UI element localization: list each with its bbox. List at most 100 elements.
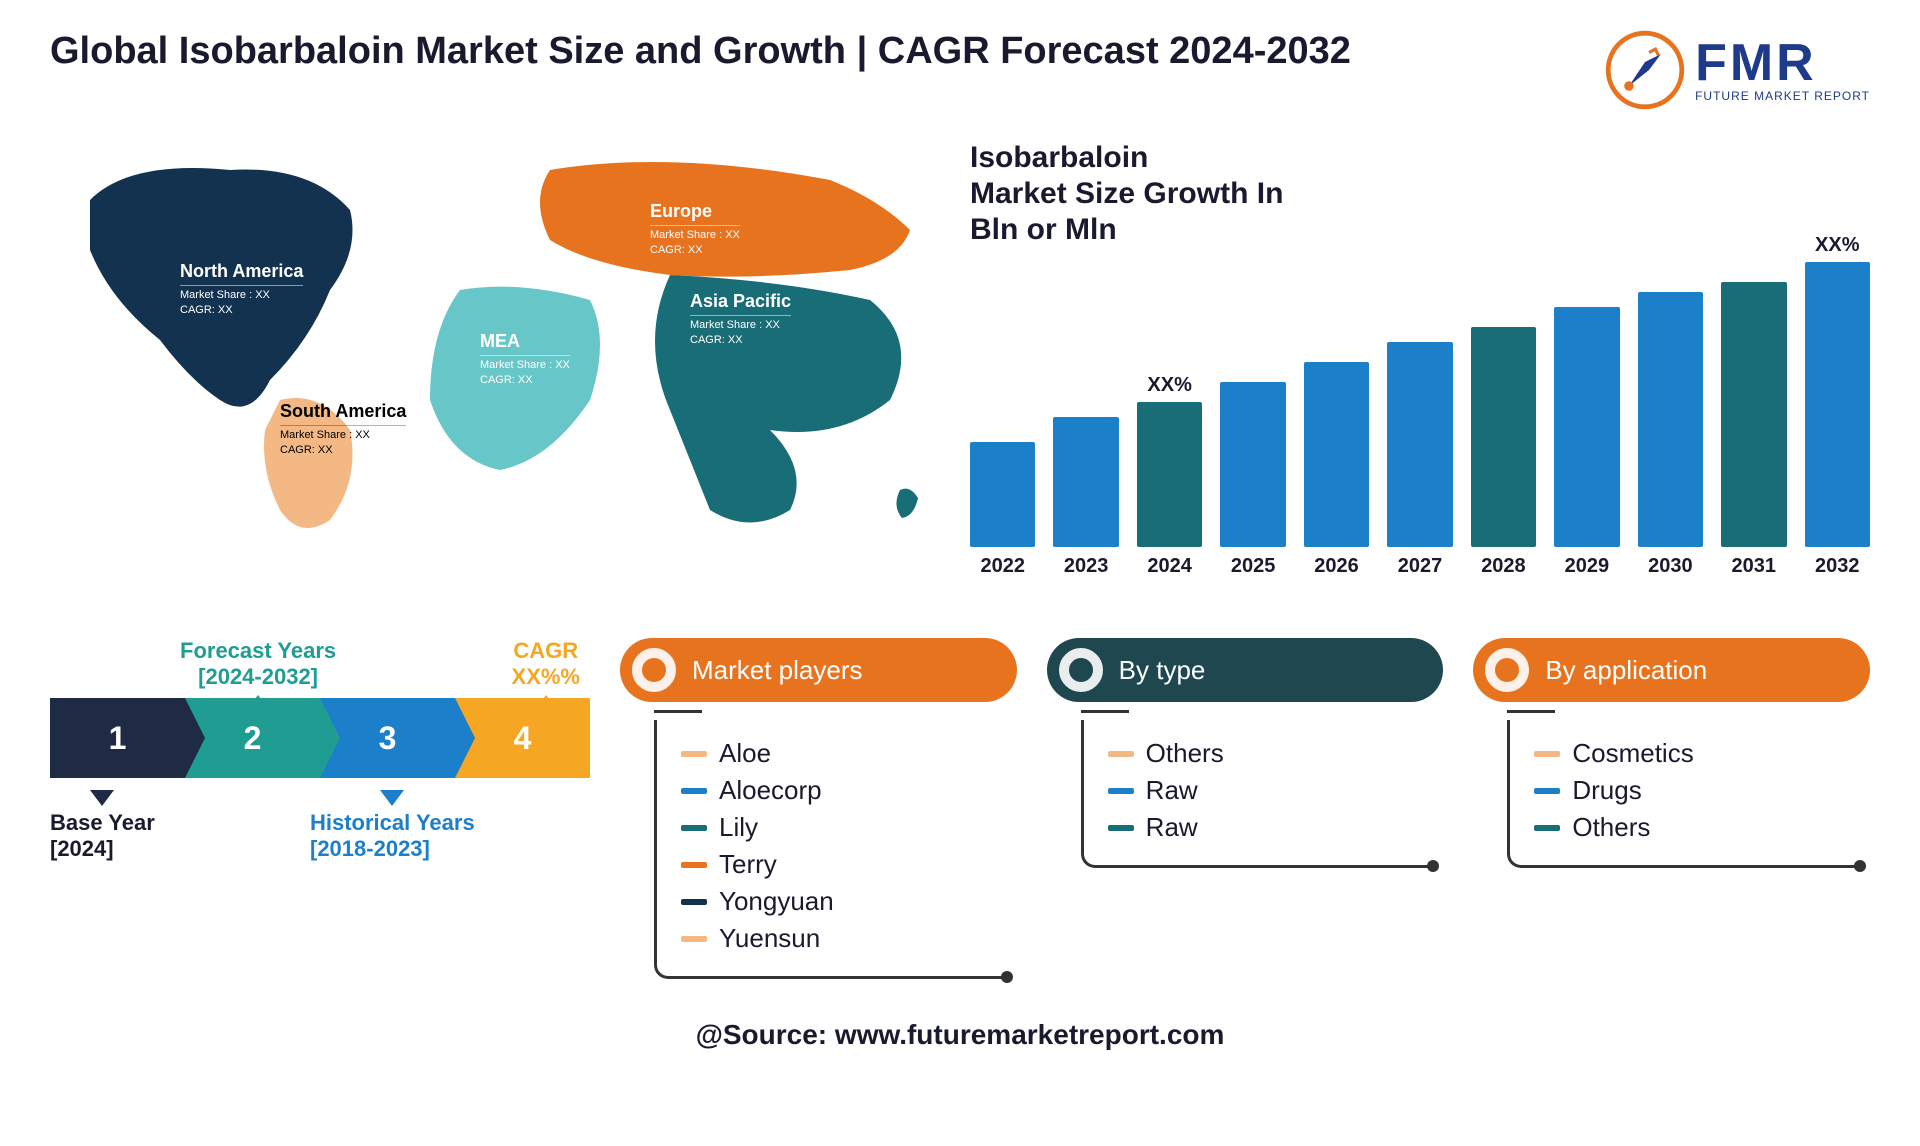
tick-icon [681, 862, 707, 868]
logo-text-main: FMR [1695, 37, 1870, 89]
dot-icon [1059, 648, 1103, 692]
cat-body: OthersRawRaw [1081, 720, 1434, 868]
timeline-seg-2: 2 [185, 698, 320, 778]
category-0: Market players Aloe Aloecorp Lily Terry Yongy… [620, 638, 1017, 979]
telescope-icon [1605, 30, 1685, 110]
region-label-eu: EuropeMarket Share : XXCAGR: XX [650, 200, 740, 257]
bars-container: 20222023XX%20242025202620272028202920302… [970, 258, 1870, 578]
base-range: [2024] [50, 836, 114, 861]
cat-item: Aloecorp [681, 775, 1007, 806]
tick-icon [681, 825, 707, 831]
timeline-seg-4: 4 [455, 698, 590, 778]
bar-2031: 2031 [1721, 282, 1786, 578]
tick-icon [1108, 825, 1134, 831]
bar-year: 2030 [1648, 555, 1693, 578]
tick-icon [1534, 751, 1560, 757]
world-map: North AmericaMarket Share : XXCAGR: XX So… [50, 140, 930, 540]
bar-year: 2024 [1147, 555, 1192, 578]
chart-title: Isobarbaloin Market Size Growth In Bln o… [970, 140, 1870, 248]
bar-2028: 2028 [1471, 327, 1536, 578]
bar-rect [1220, 382, 1285, 547]
tick-icon [1108, 788, 1134, 794]
tick-icon [1534, 825, 1560, 831]
cat-item: Drugs [1534, 775, 1860, 806]
arrow-down-icon [380, 790, 404, 806]
tick-icon [681, 899, 707, 905]
top-section: North AmericaMarket Share : XXCAGR: XX So… [50, 140, 1870, 578]
logo-text: FMR FUTURE MARKET REPORT [1695, 37, 1870, 103]
bar-rect [1053, 417, 1118, 547]
hist-range: [2018-2023] [310, 836, 430, 861]
bar-rect [1638, 292, 1703, 547]
chart-title-l3: Bln or Mln [970, 213, 1117, 246]
base-year-label: Base Year [2024] [50, 790, 155, 863]
chart-title-l1: Isobarbaloin [970, 141, 1148, 174]
bar-chart: Isobarbaloin Market Size Growth In Bln o… [970, 140, 1870, 578]
timeline-seg-1: 1 [50, 698, 185, 778]
region-label-na: North AmericaMarket Share : XXCAGR: XX [180, 260, 303, 317]
tick-icon [1534, 788, 1560, 794]
region-label-mea: MEAMarket Share : XXCAGR: XX [480, 330, 570, 387]
bar-year: 2026 [1314, 555, 1359, 578]
page-title: Global Isobarbaloin Market Size and Grow… [50, 30, 1351, 73]
bar-2026: 2026 [1304, 362, 1369, 578]
bar-2027: 2027 [1387, 342, 1452, 578]
cat-item-label: Raw [1146, 812, 1198, 843]
cat-item: Others [1534, 812, 1860, 843]
category-2: By applicationCosmeticsDrugsOthers [1473, 638, 1870, 979]
logo-text-sub: FUTURE MARKET REPORT [1695, 89, 1870, 103]
cat-item-label: Others [1146, 738, 1224, 769]
historical-label: Historical Years [2018-2023] [310, 790, 475, 863]
region-label-sa: South AmericaMarket Share : XXCAGR: XX [280, 400, 406, 457]
bar-rect [1387, 342, 1452, 547]
category-1: By typeOthersRawRaw [1047, 638, 1444, 979]
bar-2030: 2030 [1638, 292, 1703, 578]
cat-item: Yuensun [681, 923, 1007, 954]
cat-item-label: Lily [719, 812, 758, 843]
cat-item: Aloe [681, 738, 1007, 769]
cat-item-label: Aloecorp [719, 775, 822, 806]
bar-year: 2025 [1231, 555, 1276, 578]
cat-item: Lily [681, 812, 1007, 843]
bar-callout: XX% [1147, 374, 1191, 397]
cat-header: Market players [620, 638, 1017, 702]
cat-item-label: Aloe [719, 738, 771, 769]
cat-header: By type [1047, 638, 1444, 702]
bar-year: 2028 [1481, 555, 1526, 578]
cat-item: Terry [681, 849, 1007, 880]
bar-year: 2023 [1064, 555, 1109, 578]
hist-label-text: Historical Years [310, 810, 475, 835]
cat-body: Aloe Aloecorp Lily Terry Yongyuan Yuensun [654, 720, 1007, 979]
cat-title: By type [1119, 655, 1206, 686]
bar-2024: XX%2024 [1137, 402, 1202, 578]
cagr-value: XX%% [512, 664, 580, 689]
timeline-seg-3: 3 [320, 698, 455, 778]
region-nz [896, 489, 918, 518]
cat-item: Yongyuan [681, 886, 1007, 917]
bar-2025: 2025 [1220, 382, 1285, 578]
cat-item-label: Others [1572, 812, 1650, 843]
forecast-range: [2024-2032] [198, 664, 318, 689]
bar-rect [1471, 327, 1536, 547]
bar-year: 2027 [1398, 555, 1443, 578]
base-label-text: Base Year [50, 810, 155, 835]
fmr-logo: FMR FUTURE MARKET REPORT [1605, 30, 1870, 110]
cagr-label-text: CAGR [513, 638, 578, 663]
region-label-ap: Asia PacificMarket Share : XXCAGR: XX [690, 290, 791, 347]
chart-title-l2: Market Size Growth In [970, 177, 1283, 210]
categories: Market players Aloe Aloecorp Lily Terry Yongy… [620, 638, 1870, 979]
cat-item-label: Drugs [1572, 775, 1641, 806]
cat-item: Raw [1108, 812, 1434, 843]
cat-item: Others [1108, 738, 1434, 769]
dot-icon [632, 648, 676, 692]
cat-header: By application [1473, 638, 1870, 702]
bar-rect [970, 442, 1035, 547]
tick-icon [681, 936, 707, 942]
cat-body: CosmeticsDrugsOthers [1507, 720, 1860, 868]
bar-rect [1304, 362, 1369, 547]
cat-item-label: Yongyuan [719, 886, 834, 917]
bar-2023: 2023 [1053, 417, 1118, 578]
timeline-bar: 1234 [50, 698, 590, 778]
source-line: @Source: www.futuremarketreport.com [50, 1019, 1870, 1051]
arrow-down-icon [90, 790, 114, 806]
